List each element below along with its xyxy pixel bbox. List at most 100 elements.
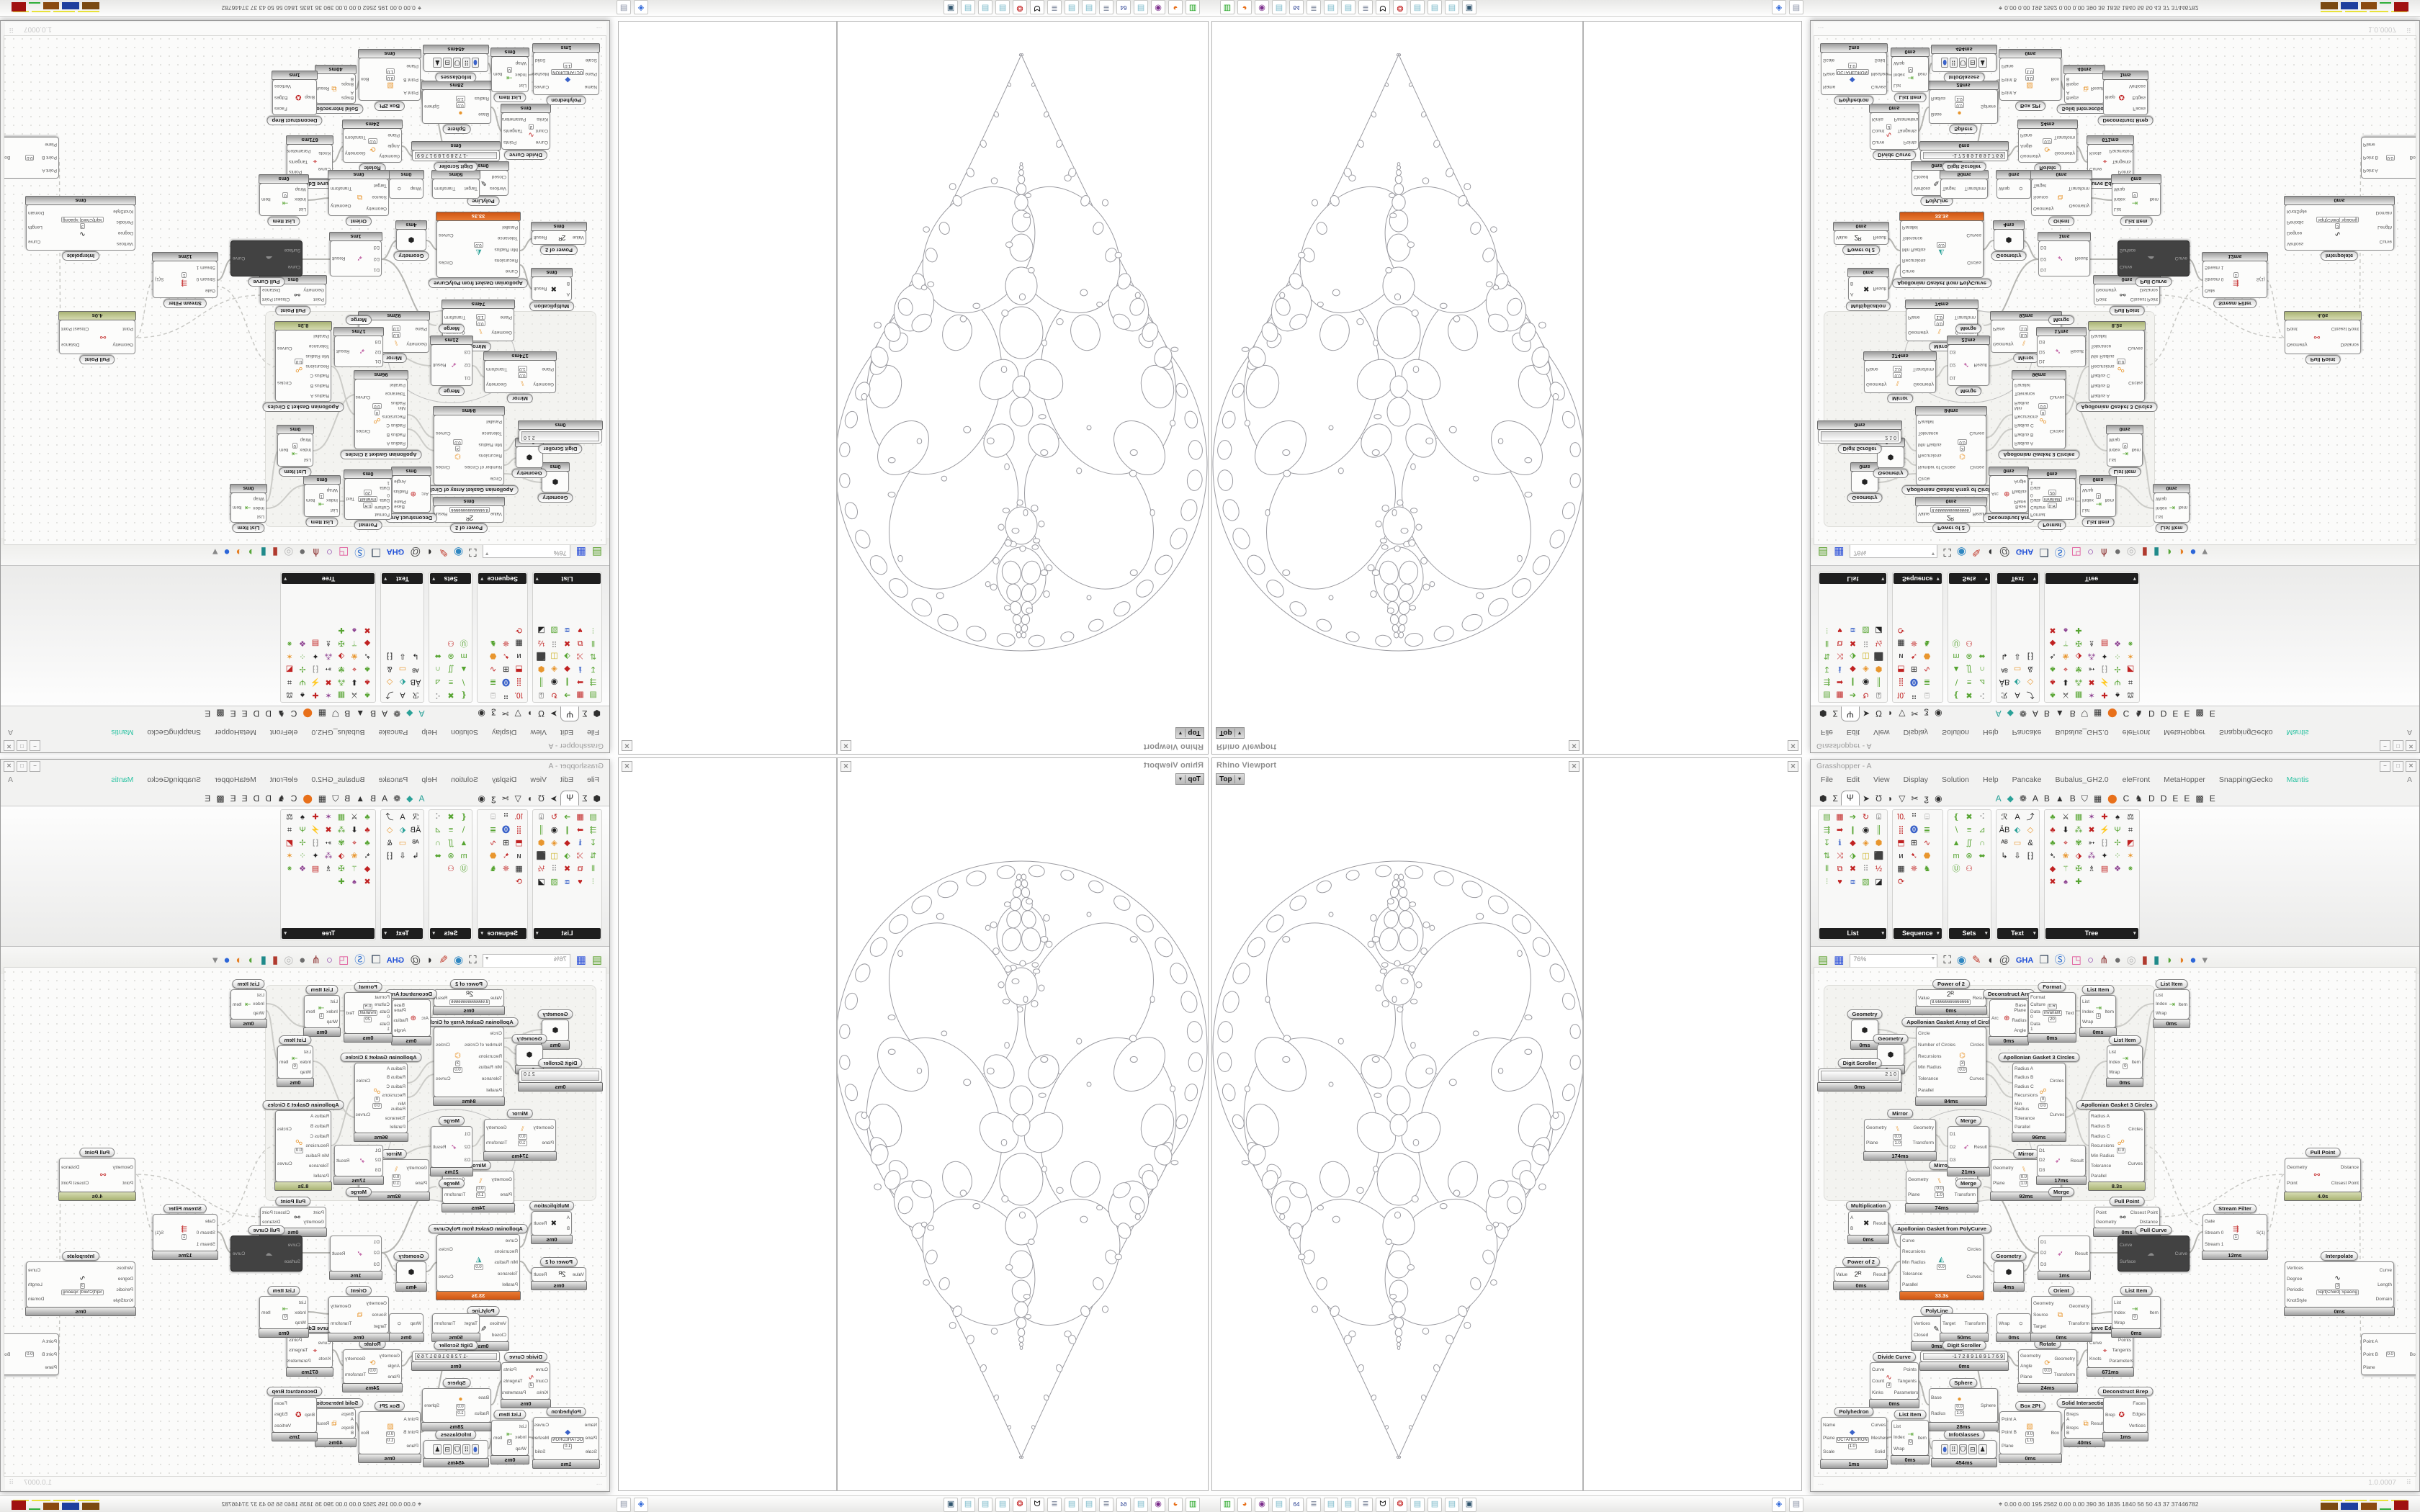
menu-item-view[interactable]: View [1873,775,1890,784]
category-tab[interactable]: B [2069,793,2076,804]
palette-panel-label[interactable]: Sets ▾ [1948,928,1990,939]
component-icon[interactable]: ⚖ [286,813,293,822]
taskbar-icon[interactable]: ▤ [1065,0,1079,14]
component-icon[interactable]: ∩ [1979,665,1985,673]
node-input-param[interactable]: Geometry [2033,1300,2054,1306]
node-output-param[interactable]: Box [2409,155,2416,161]
node-output-param[interactable]: Geometry [1913,1125,1934,1130]
node-output-param[interactable]: Circles [2128,380,2143,386]
node-output-param[interactable]: Curves [2128,346,2143,351]
node-label-capsule[interactable]: InfoGlasses [435,73,477,82]
component-icon[interactable]: ½ [537,639,545,647]
menu-item-file[interactable]: File [1821,728,1833,737]
node-value-chip[interactable]: Sqrt(Chord) Spacing [2316,1289,2359,1295]
node-label-capsule[interactable]: Apollonian Gasket 3 Circles [340,1053,422,1062]
node-input-param[interactable]: Periodic [2287,220,2304,225]
gh-node[interactable]: Target Transform 50ms [1940,1313,1989,1342]
node-output-param[interactable]: Curves [1969,431,1984,436]
node-output-param[interactable]: Geometry [345,150,366,156]
toolbar-icon[interactable]: ▦ [1834,954,1845,966]
component-icon[interactable]: ▦ [576,813,584,822]
taskbar-icon[interactable]: ▤ [1324,0,1338,14]
node-value-chip[interactable]: 1 [182,1234,187,1240]
node-input-param[interactable]: List [256,514,264,520]
component-icon[interactable]: ⠛ [503,813,509,822]
node-input-param[interactable]: D1 [2040,1240,2047,1246]
node-value-chip[interactable]: invariant [358,496,377,502]
gh-node-infoglasses[interactable]: InfoGlasses ⬮ ⠿ ᗜ ⊟ ♟ 454ms [1931,1430,1997,1467]
taskbar-icon[interactable]: ≣ [1099,0,1113,14]
gh-node-geometry[interactable]: Geometry ⬢ 4ms [1991,1251,2027,1292]
node-input-param[interactable]: Gate [205,288,215,294]
node-input-param[interactable]: D1 [2039,1148,2045,1154]
component-icon[interactable]: ▧ [550,878,558,886]
node-output-param[interactable]: Item [306,1009,315,1014]
gh-node-orient[interactable]: Orient Geometry Source Target ⧉ Geometry Trans… [2030,1286,2092,1342]
menu-item-metahopper[interactable]: MetaHopper [215,775,256,784]
node-input-param[interactable]: Min Radius [2015,400,2030,410]
category-tab[interactable]: ⬤ [2107,708,2118,719]
gh-node-interpolate[interactable]: Interpolate Vertices Degree Periodic KnotSty… [2284,196,2395,261]
menu-item-bubalus_gh2.0[interactable]: Bubalus_GH2.0 [311,728,365,737]
component-icon[interactable]: ⊿ [1978,678,1986,686]
gh-node-pull-point[interactable]: Pull Point Point Geometry ⚯ Closest Point Dis… [259,275,327,315]
minimize-button[interactable]: – [30,761,40,772]
node-input-param[interactable]: Point A [2002,90,2017,96]
node-canvas[interactable]: Power of 2 Value 2ᴿ 8.66666666666666 Result 0… [1814,35,2416,545]
node-input-param[interactable]: Curve [1872,140,1885,145]
taskbar-icon[interactable]: ▥ [1186,1498,1200,1512]
node-value-chip[interactable]: 0.0 [2116,359,2126,364]
chevron-down-icon[interactable]: ▼ [1930,551,1936,557]
palette-panel-label[interactable]: List ▾ [1819,928,1886,939]
node-output-param[interactable]: Curves [2049,395,2065,400]
node-label-capsule[interactable]: Power of 2 [540,246,578,255]
gh-node-list-item[interactable]: List Item List Index Wrap ⇥ 0 Item 0ms [259,174,309,226]
node-input-param[interactable]: Culture [2030,505,2045,510]
category-tab[interactable]: ❁ [393,708,401,719]
component-icon[interactable]: ⧉ [1837,639,1843,647]
category-tab[interactable]: E [2209,708,2215,719]
gh-node-apollonian-gasket-3-circles[interactable]: Apollonian Gasket 3 Circles Radius A Radiu… [262,1100,344,1191]
toolbar-icon[interactable]: ◑ [2165,546,2172,558]
node-input-param[interactable]: Recursions [305,363,329,369]
node-output-param[interactable]: Result [315,1421,330,1426]
node-output-param[interactable]: S(1) [2256,1230,2265,1236]
node-output-param[interactable]: Curves [2049,1112,2065,1117]
node-input-param[interactable]: List [256,992,264,998]
node-output-param[interactable]: Circles [1970,464,1984,469]
gh-node-apollonian-gasket-3-circles[interactable]: Apollonian Gasket 3 Circles Radius A Radiu… [340,370,422,459]
component-icon[interactable]: ♞ [1923,639,1931,647]
menu-item-help[interactable]: Help [1982,728,1999,737]
node-input-param[interactable]: Radius A [310,392,329,398]
component-icon[interactable]: m [460,652,467,660]
category-tab[interactable]: ƺ [1924,793,1930,804]
menu-item-bubalus_gh2.0[interactable]: Bubalus_GH2.0 [2055,728,2109,737]
node-input-param[interactable]: Plane [45,142,57,148]
node-input-param[interactable]: D2 [464,1144,470,1150]
node-output-param[interactable]: Curves [1966,233,1981,238]
node-input-param[interactable]: Tolerance [2091,1163,2112,1169]
node-input-param[interactable]: Curve [2120,264,2133,269]
node-value-chip[interactable]: 0.0 [456,1403,465,1410]
toolbar-icon[interactable]: ● [2114,954,2121,966]
component-icon[interactable]: ⬖ [2014,678,2021,686]
component-icon[interactable]: ᴬᴮ [412,665,419,673]
category-tab[interactable]: ✂ [1911,793,1919,804]
node-input-param[interactable]: Point [2287,1180,2298,1186]
node-input-param[interactable]: Plane [2002,1444,2014,1449]
component-icon[interactable]: ⇩ [399,852,406,860]
gh-node-list-item[interactable]: List Item List Index Wrap ⇥ 0 Item 0ms [490,1410,529,1464]
node-output-param[interactable]: Curves [355,395,371,400]
node-input-param[interactable]: Stream 0 [2205,1230,2224,1236]
component-icon[interactable]: ⬗ [1850,652,1856,660]
node-label-capsule[interactable]: Digit Scroller [1837,444,1882,454]
gh-node-power-of-2[interactable]: Power of 2 Value 2ᴿ 8.66666666666666 Result 0… [419,979,519,1027]
node-input-param[interactable]: Index [1894,1435,1905,1441]
node-output-param[interactable]: Result [434,511,448,517]
taskbar-icon[interactable]: ≣ [1358,1498,1373,1512]
component-icon[interactable]: ♣ [364,826,370,834]
component-icon[interactable]: ∿ [489,839,497,847]
component-icon[interactable]: ᴬᴮ [412,839,419,847]
node-input-param[interactable]: D3 [464,349,470,355]
maximize-button[interactable]: □ [17,761,27,772]
